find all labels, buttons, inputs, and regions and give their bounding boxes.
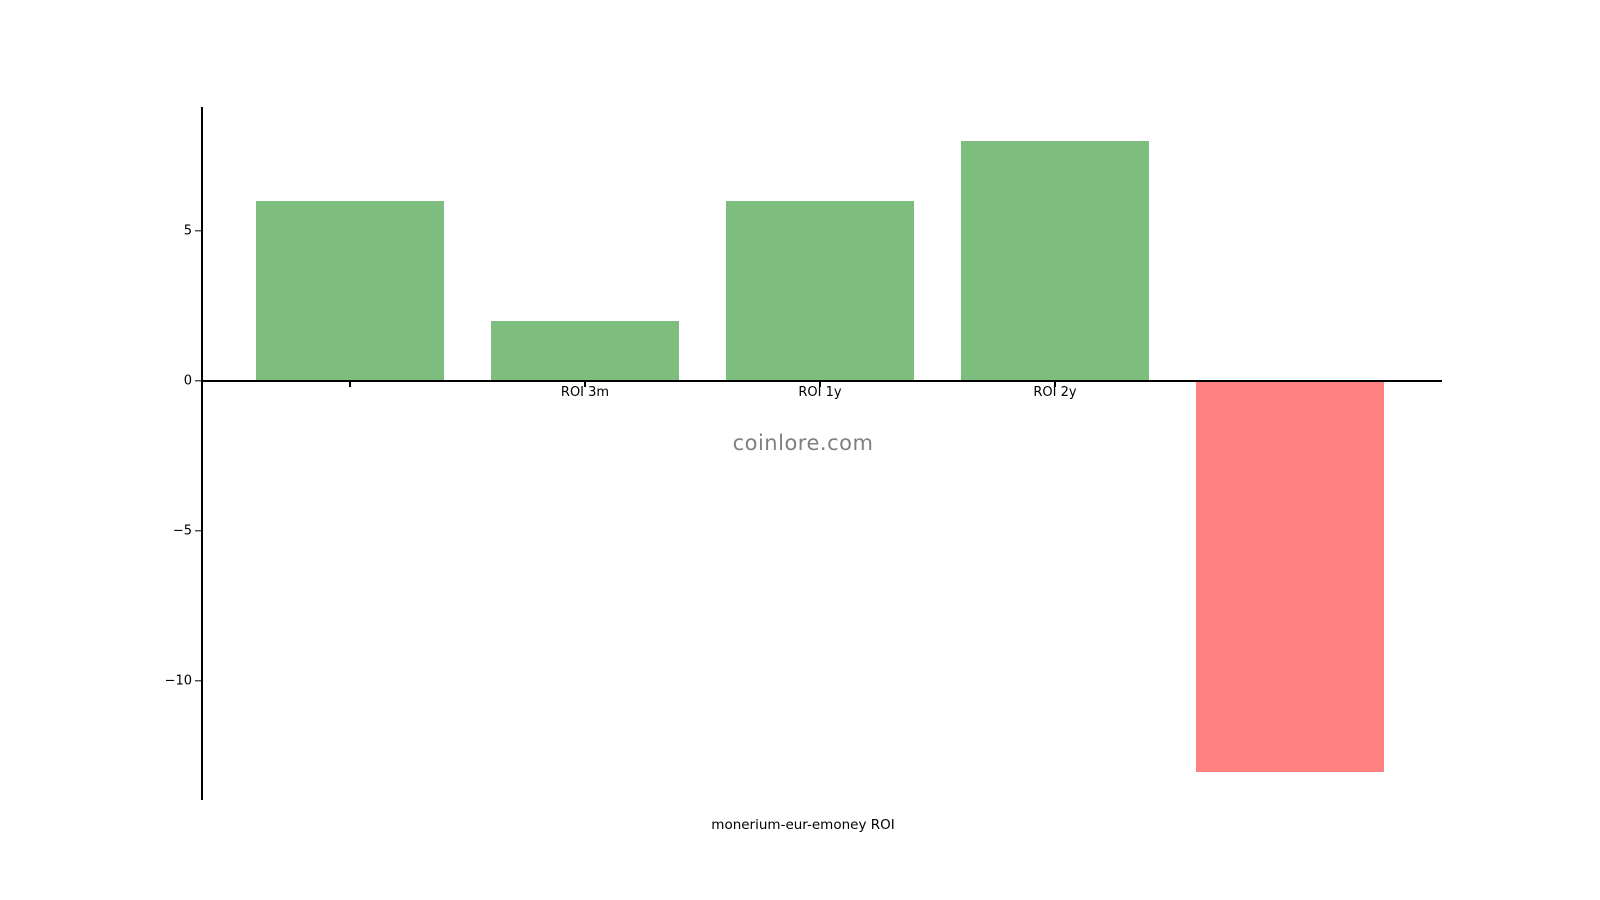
y-tick-label: 0 xyxy=(183,373,192,389)
bar-roi-2y xyxy=(961,141,1149,381)
bar-roi-1y xyxy=(726,201,914,381)
bar-roi-3m xyxy=(491,321,679,381)
x-tick-mark xyxy=(584,381,586,387)
bar-roi-last xyxy=(1196,382,1384,772)
y-tick-mark xyxy=(195,530,202,532)
x-tick-mark xyxy=(1054,381,1056,387)
y-tick-mark xyxy=(195,380,202,382)
x-axis-zero-line xyxy=(201,380,1442,382)
y-tick-label: −5 xyxy=(172,523,192,539)
bar-roi-first xyxy=(256,201,444,381)
x-tick-label-roi-2y: ROI 2y xyxy=(1033,385,1077,400)
x-tick-label-roi-1y: ROI 1y xyxy=(798,385,842,400)
y-tick-mark xyxy=(195,680,202,682)
watermark-text: coinlore.com xyxy=(732,431,874,455)
x-tick-label-roi-3m: ROI 3m xyxy=(560,385,610,400)
y-tick-mark xyxy=(195,230,202,232)
y-tick-label: −10 xyxy=(164,673,192,689)
x-tick-mark xyxy=(349,381,351,387)
x-tick-mark xyxy=(819,381,821,387)
y-tick-label: 5 xyxy=(183,223,192,239)
y-axis-spine xyxy=(201,107,203,800)
x-axis-label: monerium-eur-emoney ROI xyxy=(711,817,895,833)
